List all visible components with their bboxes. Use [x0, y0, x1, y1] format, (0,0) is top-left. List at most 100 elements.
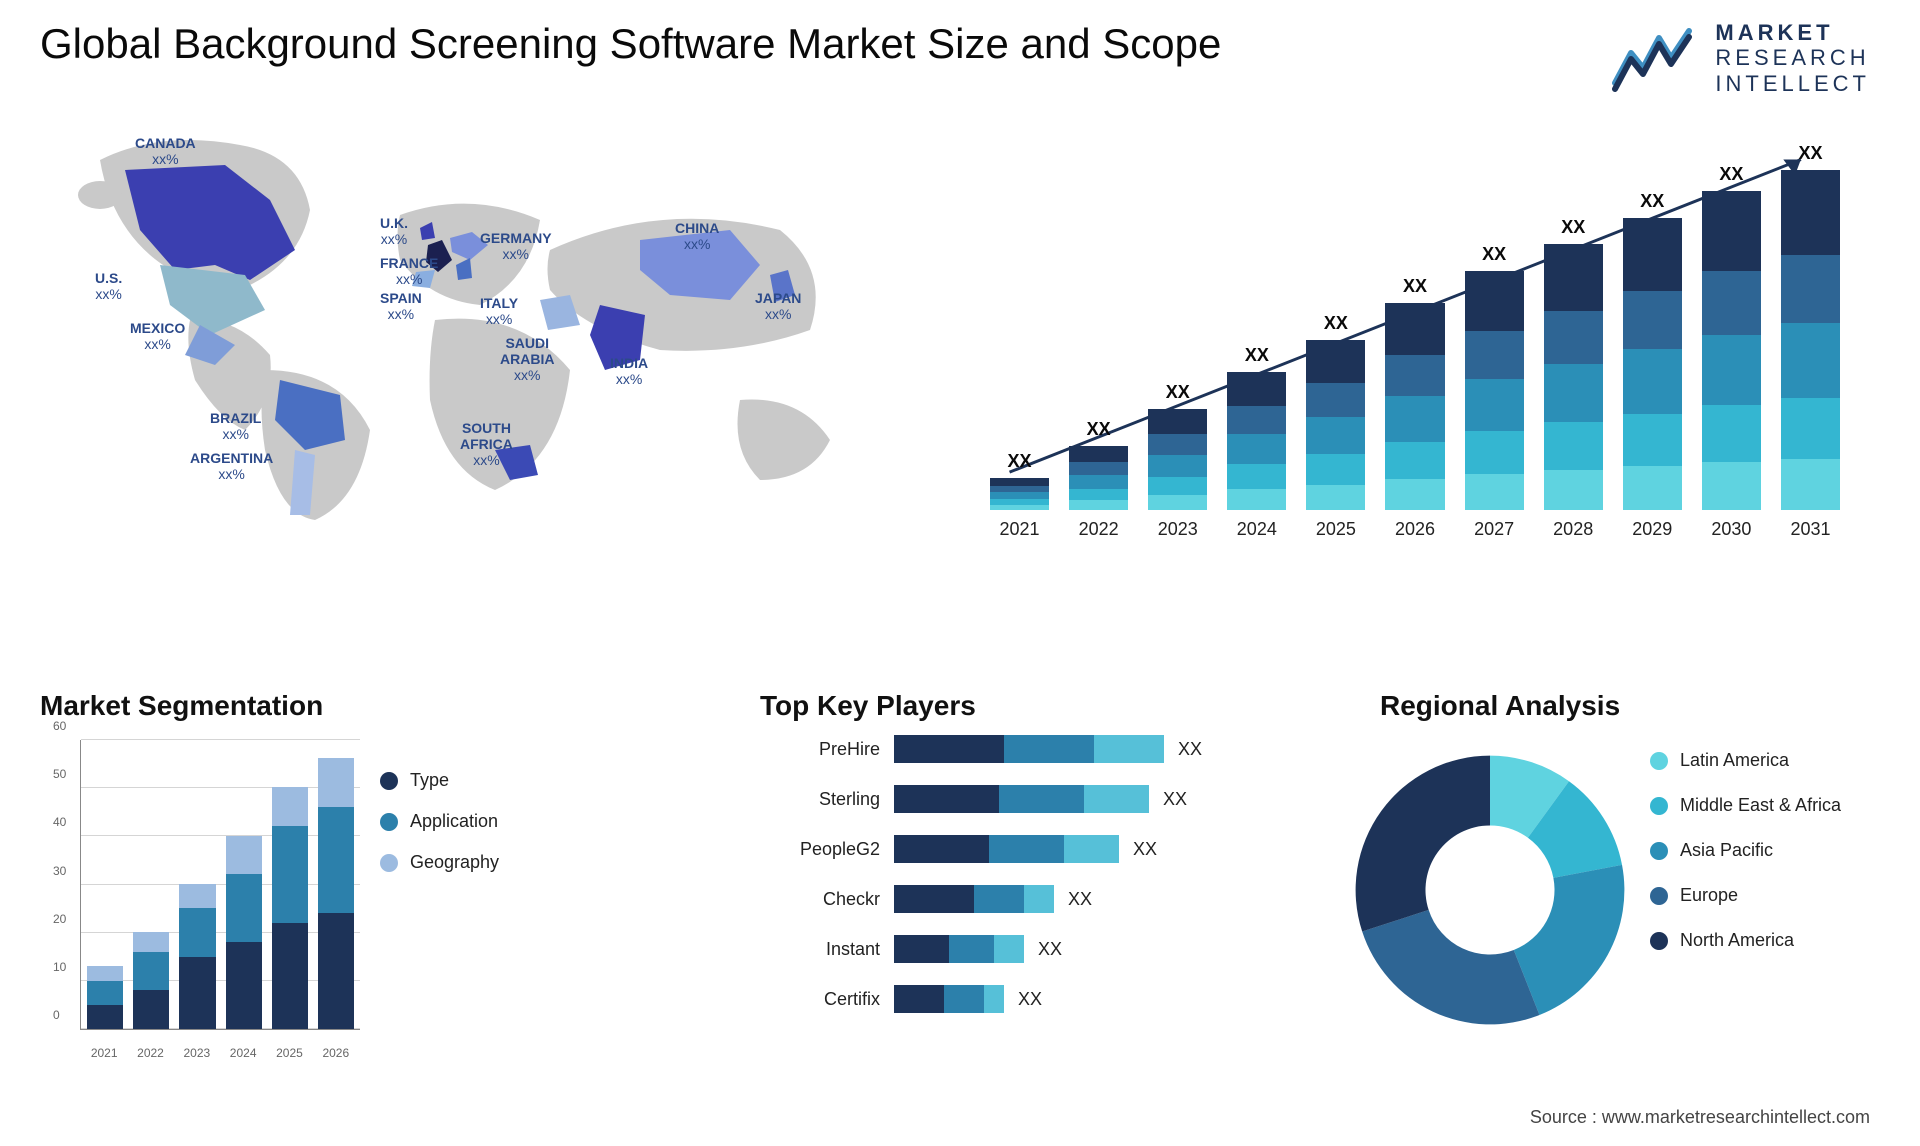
bar-x-label: 2028: [1544, 519, 1603, 540]
world-map: CANADAxx%U.S.xx%MEXICOxx%BRAZILxx%ARGENT…: [40, 120, 920, 540]
bar-x-label: 2027: [1465, 519, 1524, 540]
bar-column: XX: [1781, 170, 1840, 510]
legend-item: North America: [1650, 930, 1870, 951]
legend-item: Asia Pacific: [1650, 840, 1870, 861]
seg-x-label: 2024: [225, 1046, 261, 1060]
brand-logo: MARKET RESEARCH INTELLECT: [1611, 20, 1870, 96]
bar-column: XX: [1385, 303, 1444, 510]
page-title: Global Background Screening Software Mar…: [40, 20, 1221, 68]
map-country-label: SAUDIARABIAxx%: [500, 335, 554, 383]
bar-column: XX: [1148, 409, 1207, 510]
legend-item: Latin America: [1650, 750, 1870, 771]
player-value: XX: [1068, 889, 1092, 910]
seg-bar-column: [272, 787, 308, 1029]
logo-mark-icon: [1611, 23, 1701, 93]
player-value: XX: [1163, 789, 1187, 810]
regional-heading: Regional Analysis: [1380, 690, 1620, 722]
player-value: XX: [1018, 989, 1042, 1010]
bar-column: XX: [1623, 218, 1682, 510]
map-country-label: INDIAxx%: [610, 355, 648, 387]
bar-column: XX: [1702, 191, 1761, 510]
player-name: PeopleG2: [760, 839, 880, 860]
player-name: Checkr: [760, 889, 880, 910]
bar-column: XX: [1069, 446, 1128, 510]
player-bar: [894, 985, 1004, 1013]
bar-x-label: 2031: [1781, 519, 1840, 540]
bar-x-label: 2022: [1069, 519, 1128, 540]
legend-item: Type: [380, 770, 560, 791]
seg-bar-column: [226, 836, 262, 1029]
legend-item: Application: [380, 811, 560, 832]
bar-value-label: XX: [1465, 244, 1524, 265]
legend-item: Geography: [380, 852, 560, 873]
player-row: Instant XX: [760, 930, 1280, 968]
player-bar: [894, 785, 1149, 813]
bar-column: XX: [990, 478, 1049, 510]
player-row: Checkr XX: [760, 880, 1280, 918]
player-name: Instant: [760, 939, 880, 960]
bar-value-label: XX: [1781, 143, 1840, 164]
bar-value-label: XX: [1306, 313, 1365, 334]
seg-x-label: 2022: [132, 1046, 168, 1060]
donut-svg: [1350, 750, 1630, 1030]
legend-item: Middle East & Africa: [1650, 795, 1870, 816]
seg-ytick: 0: [53, 1008, 60, 1022]
seg-x-label: 2023: [179, 1046, 215, 1060]
map-country-label: ITALYxx%: [480, 295, 518, 327]
bar-column: XX: [1227, 372, 1286, 510]
key-players-chart: PreHireXXSterlingXXPeopleG2XXCheckrXXIns…: [760, 730, 1280, 1060]
bar-value-label: XX: [990, 451, 1049, 472]
map-country-label: CHINAxx%: [675, 220, 719, 252]
bar-value-label: XX: [1623, 191, 1682, 212]
player-bar: [894, 935, 1024, 963]
seg-bar-column: [318, 758, 354, 1029]
bar-value-label: XX: [1385, 276, 1444, 297]
player-bar: [894, 885, 1054, 913]
map-country-label: CANADAxx%: [135, 135, 196, 167]
map-country-label: MEXICOxx%: [130, 320, 185, 352]
seg-bar-column: [133, 932, 169, 1029]
bar-column: XX: [1306, 340, 1365, 510]
seg-bar-column: [179, 884, 215, 1029]
seg-ytick: 50: [53, 767, 66, 781]
logo-text: MARKET RESEARCH INTELLECT: [1715, 20, 1870, 96]
player-bar: [894, 735, 1164, 763]
bar-x-label: 2023: [1148, 519, 1207, 540]
segmentation-chart: 0102030405060 202120222023202420252026 T…: [40, 730, 560, 1060]
player-value: XX: [1038, 939, 1062, 960]
map-country-label: U.S.xx%: [95, 270, 122, 302]
regional-donut: Latin America Middle East & Africa Asia Pa…: [1350, 730, 1870, 1060]
player-row: PreHireXX: [760, 730, 1280, 768]
seg-bar-column: [87, 966, 123, 1029]
seg-ytick: 10: [53, 960, 66, 974]
map-country-label: ARGENTINAxx%: [190, 450, 273, 482]
players-heading: Top Key Players: [760, 690, 976, 722]
bar-x-label: 2021: [990, 519, 1049, 540]
bar-x-label: 2029: [1623, 519, 1682, 540]
player-row: Certifix XX: [760, 980, 1280, 1018]
bar-column: XX: [1544, 244, 1603, 510]
player-name: Sterling: [760, 789, 880, 810]
map-country-label: GERMANYxx%: [480, 230, 552, 262]
bar-column: XX: [1465, 271, 1524, 510]
seg-x-label: 2025: [271, 1046, 307, 1060]
map-country-label: SOUTHAFRICAxx%: [460, 420, 513, 468]
bar-value-label: XX: [1148, 382, 1207, 403]
seg-ytick: 40: [53, 815, 66, 829]
source-attribution: Source : www.marketresearchintellect.com: [1530, 1107, 1870, 1128]
player-row: Sterling XX: [760, 780, 1280, 818]
player-value: XX: [1178, 739, 1202, 760]
bar-value-label: XX: [1069, 419, 1128, 440]
seg-ytick: 20: [53, 912, 66, 926]
player-name: Certifix: [760, 989, 880, 1010]
player-bar: [894, 835, 1119, 863]
bar-x-label: 2024: [1227, 519, 1286, 540]
player-row: PeopleG2XX: [760, 830, 1280, 868]
map-country-label: JAPANxx%: [755, 290, 801, 322]
bar-value-label: XX: [1544, 217, 1603, 238]
seg-x-label: 2026: [318, 1046, 354, 1060]
legend-item: Europe: [1650, 885, 1870, 906]
bar-x-label: 2025: [1306, 519, 1365, 540]
seg-x-label: 2021: [86, 1046, 122, 1060]
seg-ytick: 60: [53, 719, 66, 733]
